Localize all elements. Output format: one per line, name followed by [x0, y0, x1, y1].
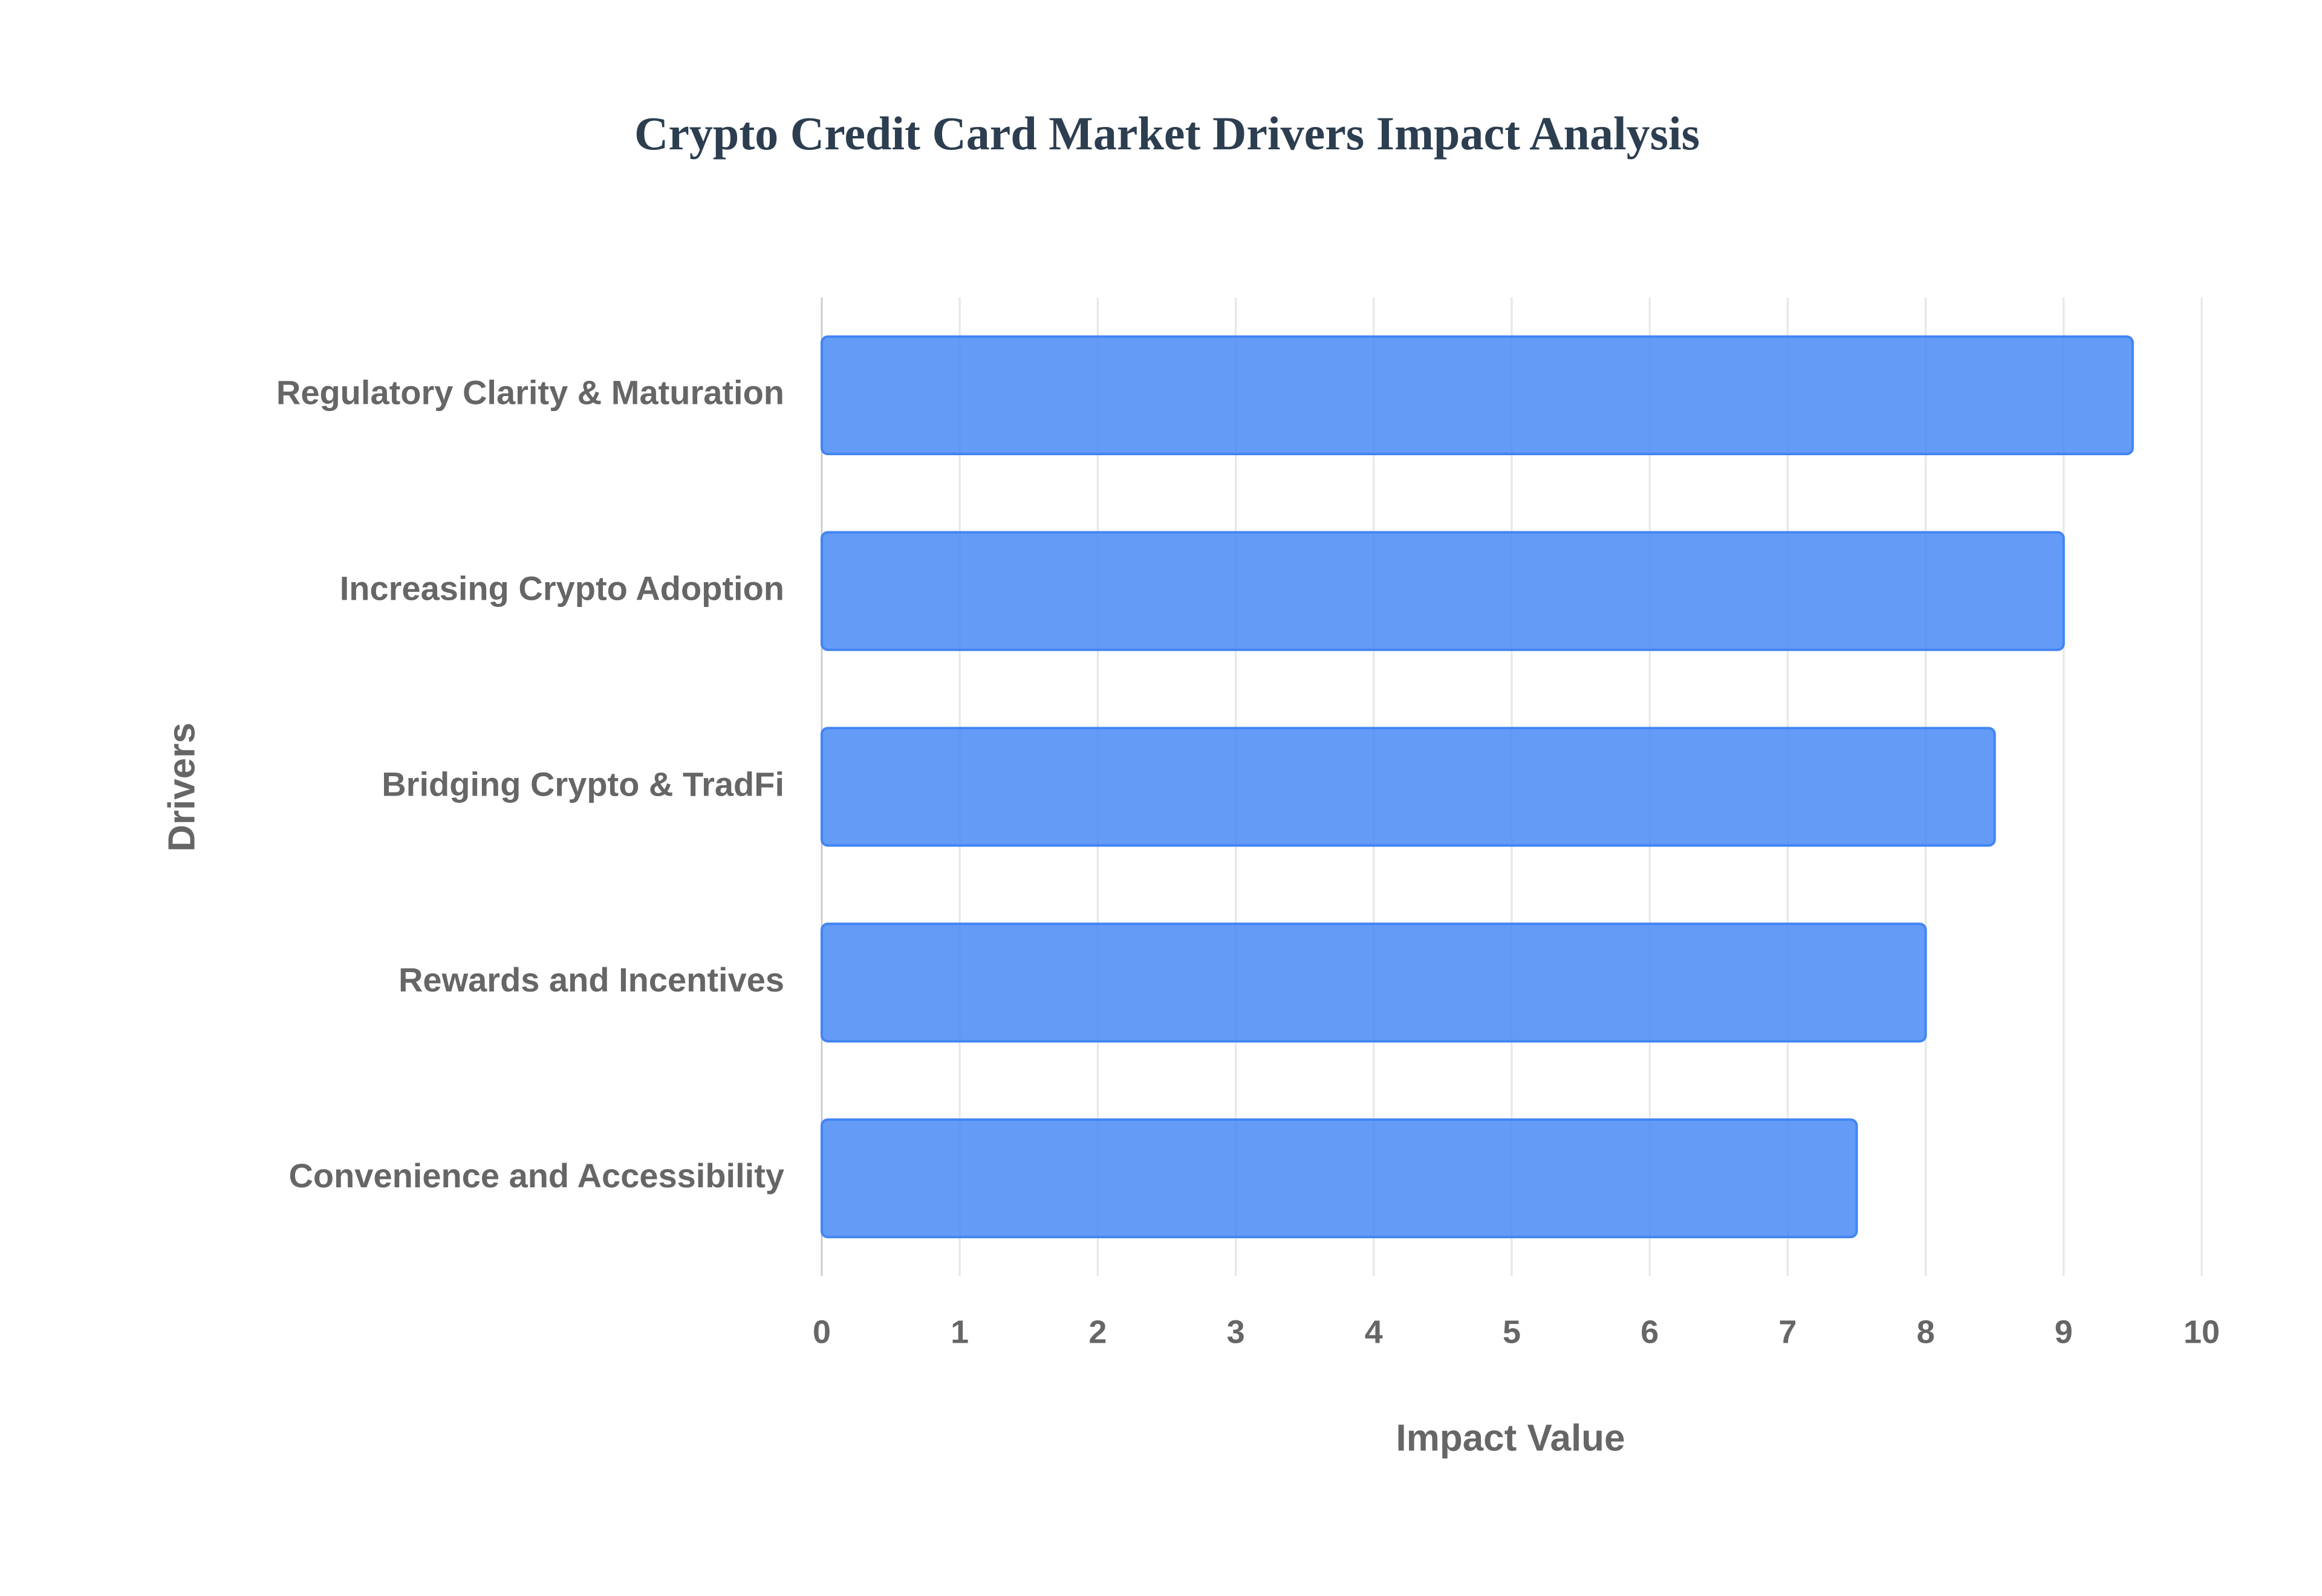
x-axis-title: Impact Value [1396, 1417, 1625, 1459]
x-tick-label: 9 [2055, 1314, 2073, 1350]
x-tick-label: 7 [1778, 1314, 1797, 1350]
bar [821, 1118, 1858, 1239]
bar [821, 335, 2134, 456]
x-tick-label: 8 [1917, 1314, 1935, 1350]
y-axis-title: Drivers [161, 722, 203, 852]
y-tick-label: Rewards and Incentives [398, 961, 784, 999]
y-tick-label: Bridging Crypto & TradFi [382, 765, 784, 803]
x-tick-label: 0 [813, 1314, 831, 1350]
x-tick-label: 6 [1641, 1314, 1659, 1350]
y-tick-label: Increasing Crypto Adoption [340, 569, 784, 607]
y-tick-label: Convenience and Accessibility [288, 1156, 784, 1195]
x-tick-label: 3 [1227, 1314, 1245, 1350]
bar [821, 923, 1927, 1043]
x-tick-label: 10 [2184, 1314, 2220, 1350]
x-tick-label: 2 [1088, 1314, 1107, 1350]
bar [821, 531, 2065, 651]
x-tick-label: 5 [1503, 1314, 1521, 1350]
x-tick-label: 1 [951, 1314, 969, 1350]
x-tick-label: 4 [1365, 1314, 1383, 1350]
y-tick-label: Regulatory Clarity & Maturation [276, 374, 784, 412]
chart-title: Crypto Credit Card Market Drivers Impact… [634, 107, 1700, 160]
bar [821, 727, 1996, 847]
